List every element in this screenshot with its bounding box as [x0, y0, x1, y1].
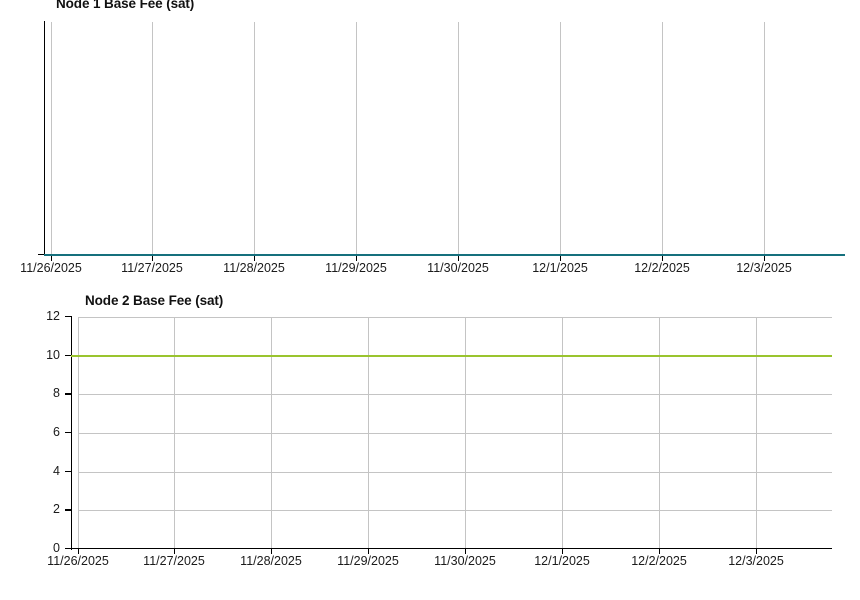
y-axis-tick [38, 254, 44, 256]
gridline-h [78, 510, 832, 512]
x-axis-tick [368, 549, 370, 554]
y-axis-label: 12 [46, 309, 60, 323]
gridline-v [662, 22, 663, 256]
gridline-v [764, 22, 765, 256]
x-axis-tick [51, 256, 53, 261]
y-axis-label: 0 [53, 541, 60, 555]
x-axis-label: 12/1/2025 [532, 261, 588, 275]
x-axis-tick [659, 549, 661, 554]
gridline-h [78, 471, 832, 473]
chart-title-node-1: Node 1 Base Fee (sat) [56, 0, 195, 11]
gridline-v [271, 317, 272, 549]
plot-area-node-2 [78, 317, 832, 549]
x-axis-tick [152, 256, 154, 261]
gridline-v [51, 22, 52, 256]
y-axis-tick [65, 509, 71, 511]
gridline-v [458, 22, 459, 256]
chart-panel-node-1: Node 1 Base Fee (sat) 11/26/2025 11/27/2… [0, 0, 860, 285]
x-axis-node-2 [71, 548, 832, 550]
series-line-node-2 [71, 354, 832, 357]
gridline-v [254, 22, 255, 256]
x-axis-tick [458, 256, 460, 261]
x-axis-label: 11/29/2025 [325, 261, 387, 275]
x-axis-tick [254, 256, 256, 261]
x-axis-label: 11/28/2025 [223, 261, 285, 275]
y-axis-tick [65, 354, 71, 356]
x-axis-label: 12/2/2025 [634, 261, 690, 275]
x-axis-tick [756, 549, 758, 554]
y-axis-tick [65, 316, 71, 318]
x-axis-label: 11/30/2025 [434, 554, 496, 568]
y-axis-tick [65, 470, 71, 472]
gridline-v [356, 22, 357, 256]
x-axis-tick [465, 549, 467, 554]
y-axis-label: 8 [53, 386, 60, 401]
x-axis-tick [356, 256, 358, 261]
y-axis-label: 4 [53, 463, 60, 478]
x-axis-tick [560, 256, 562, 261]
chart-panel-node-2: Node 2 Base Fee (sat) [0, 293, 860, 583]
gridline-h [78, 394, 832, 396]
y-axis-label: 2 [53, 502, 60, 517]
gridline-v [560, 22, 561, 256]
y-axis-label: 6 [53, 425, 60, 439]
gridline-v [368, 317, 369, 549]
y-axis-node-2 [71, 316, 73, 550]
x-axis-tick [271, 549, 273, 554]
x-axis-tick [174, 549, 176, 554]
x-axis-label: 11/28/2025 [240, 554, 302, 568]
x-axis-tick [78, 549, 80, 554]
gridline-v [562, 317, 563, 549]
chart-title-node-2: Node 2 Base Fee (sat) [85, 293, 224, 308]
gridline-v [756, 317, 757, 549]
x-axis-label: 11/30/2025 [427, 261, 489, 275]
y-axis-label: 10 [46, 347, 60, 362]
gridline-v [152, 22, 153, 256]
y-axis-tick [65, 393, 71, 395]
x-axis-label: 11/27/2025 [121, 261, 183, 275]
x-axis-label: 11/26/2025 [47, 554, 109, 568]
y-axis-tick [65, 548, 71, 550]
x-axis-tick [764, 256, 766, 261]
x-axis-label: 12/3/2025 [728, 554, 784, 568]
y-axis-tick [65, 432, 71, 434]
plot-area-node-1 [51, 22, 845, 256]
gridline-h [78, 433, 832, 434]
x-axis-label: 11/27/2025 [143, 554, 205, 568]
gridline-v [465, 317, 466, 549]
series-line-node-1 [44, 254, 845, 257]
x-axis-label: 12/2/2025 [631, 554, 687, 568]
x-axis-tick [662, 256, 664, 261]
x-axis-label: 12/1/2025 [534, 554, 590, 568]
gridline-h [78, 317, 832, 318]
gridline-v [659, 317, 660, 549]
x-axis-label: 11/26/2025 [20, 261, 82, 275]
x-axis-tick [562, 549, 564, 554]
x-axis-label: 12/3/2025 [736, 261, 792, 275]
gridline-v [78, 317, 79, 549]
y-axis-node-1 [44, 21, 46, 256]
x-axis-label: 11/29/2025 [337, 554, 399, 568]
gridline-v [174, 317, 175, 549]
